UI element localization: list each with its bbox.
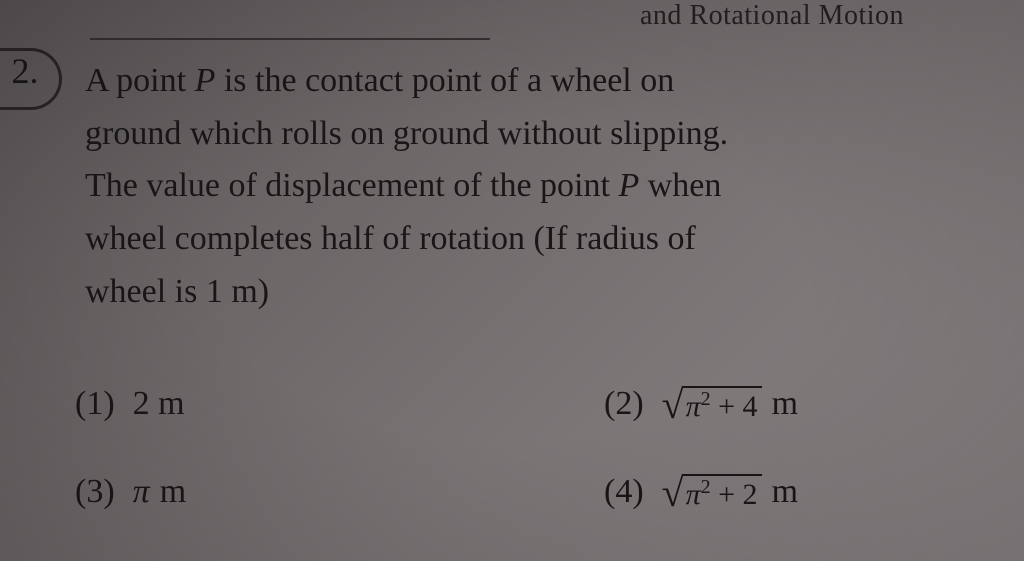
sqrt-radical-icon: √ (662, 476, 684, 510)
question-line5: wheel is 1 m) (85, 273, 269, 310)
sqrt-expression-1: √ π2 + 4 (662, 386, 762, 423)
header-underline (90, 38, 490, 40)
option-4-value: √ π2 + 2 m (662, 473, 798, 511)
option-row-2: (3) π m (4) √ π2 + 2 m (75, 473, 984, 511)
sqrt-content-2: π2 + 2 (682, 474, 762, 511)
option-1-label: (1) (75, 385, 115, 423)
question-number: 2. (0, 50, 50, 92)
option-3-label: (3) (75, 473, 115, 511)
option-3: (3) π m (75, 473, 455, 511)
options-container: (1) 2 m (2) √ π2 + 4 m (3) π m (75, 385, 984, 561)
option-4-label: (4) (604, 473, 644, 511)
option-3-value: π m (133, 473, 187, 511)
question-line1-p1: A point (85, 62, 195, 99)
sqrt-radical-icon: √ (662, 388, 684, 422)
question-line3-p2: when (639, 167, 721, 204)
section-header: and Rotational Motion (640, 0, 904, 32)
sqrt-expression-2: √ π2 + 2 (662, 474, 762, 511)
page-container: and Rotational Motion 2. A point P is th… (0, 0, 1024, 561)
question-line1-p2: is the contact point of a wheel on (215, 62, 674, 99)
option-2-value: √ π2 + 4 m (662, 385, 798, 423)
option-2-unit: m (772, 385, 798, 423)
option-1: (1) 2 m (75, 385, 455, 423)
question-var-p1: P (195, 62, 216, 99)
pi-symbol: π (133, 473, 150, 511)
option-2-label: (2) (604, 385, 644, 423)
question-line3-p1: The value of displacement of the point (85, 167, 618, 204)
question-body: A point P is the contact point of a whee… (85, 55, 984, 318)
question-var-p2: P (618, 167, 639, 204)
option-row-1: (1) 2 m (2) √ π2 + 4 m (75, 385, 984, 423)
sqrt-content-1: π2 + 4 (682, 386, 762, 423)
option-4-unit: m (772, 473, 798, 511)
option-2: (2) √ π2 + 4 m (604, 385, 984, 423)
option-1-value: 2 m (133, 385, 185, 423)
option-4: (4) √ π2 + 2 m (604, 473, 984, 511)
question-line4: wheel completes half of rotation (If rad… (85, 220, 696, 257)
question-line2: ground which rolls on ground without sli… (85, 115, 728, 152)
option-3-unit: m (160, 473, 186, 511)
